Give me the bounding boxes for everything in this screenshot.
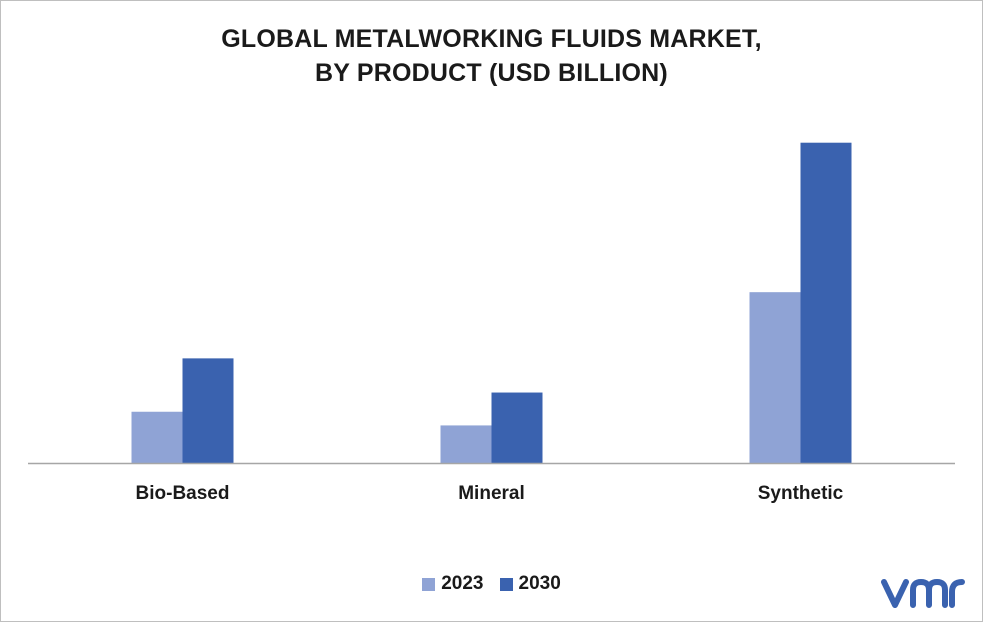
x-tick-label: Mineral [458,483,525,504]
legend-swatch-2030 [499,577,513,591]
bar-bio-based-2030 [182,358,234,463]
bar-synthetic-2030 [800,142,852,464]
bar-synthetic-2023 [749,292,801,463]
legend-label-2023: 2023 [441,573,484,594]
legend-item-2030: 2030 [499,573,561,595]
chart-legend: 2023 2030 [0,573,983,595]
legend-label-2030: 2030 [518,573,561,594]
x-tick-label: Bio-Based [136,483,230,504]
chart-title: GLOBAL METALWORKING FLUIDS MARKET, BY PR… [0,22,983,90]
bar-bio-based-2023 [131,411,183,463]
bar-mineral-2023 [440,425,492,463]
vmr-logo-icon [881,579,965,608]
chart-title-line-1: GLOBAL METALWORKING FLUIDS MARKET, [221,25,762,53]
chart-title-line-2: BY PRODUCT (USD BILLION) [315,59,668,87]
x-tick-label: Synthetic [758,483,844,504]
legend-item-2023: 2023 [422,573,484,595]
bar-mineral-2030 [491,392,543,463]
legend-swatch-2023 [422,577,436,591]
